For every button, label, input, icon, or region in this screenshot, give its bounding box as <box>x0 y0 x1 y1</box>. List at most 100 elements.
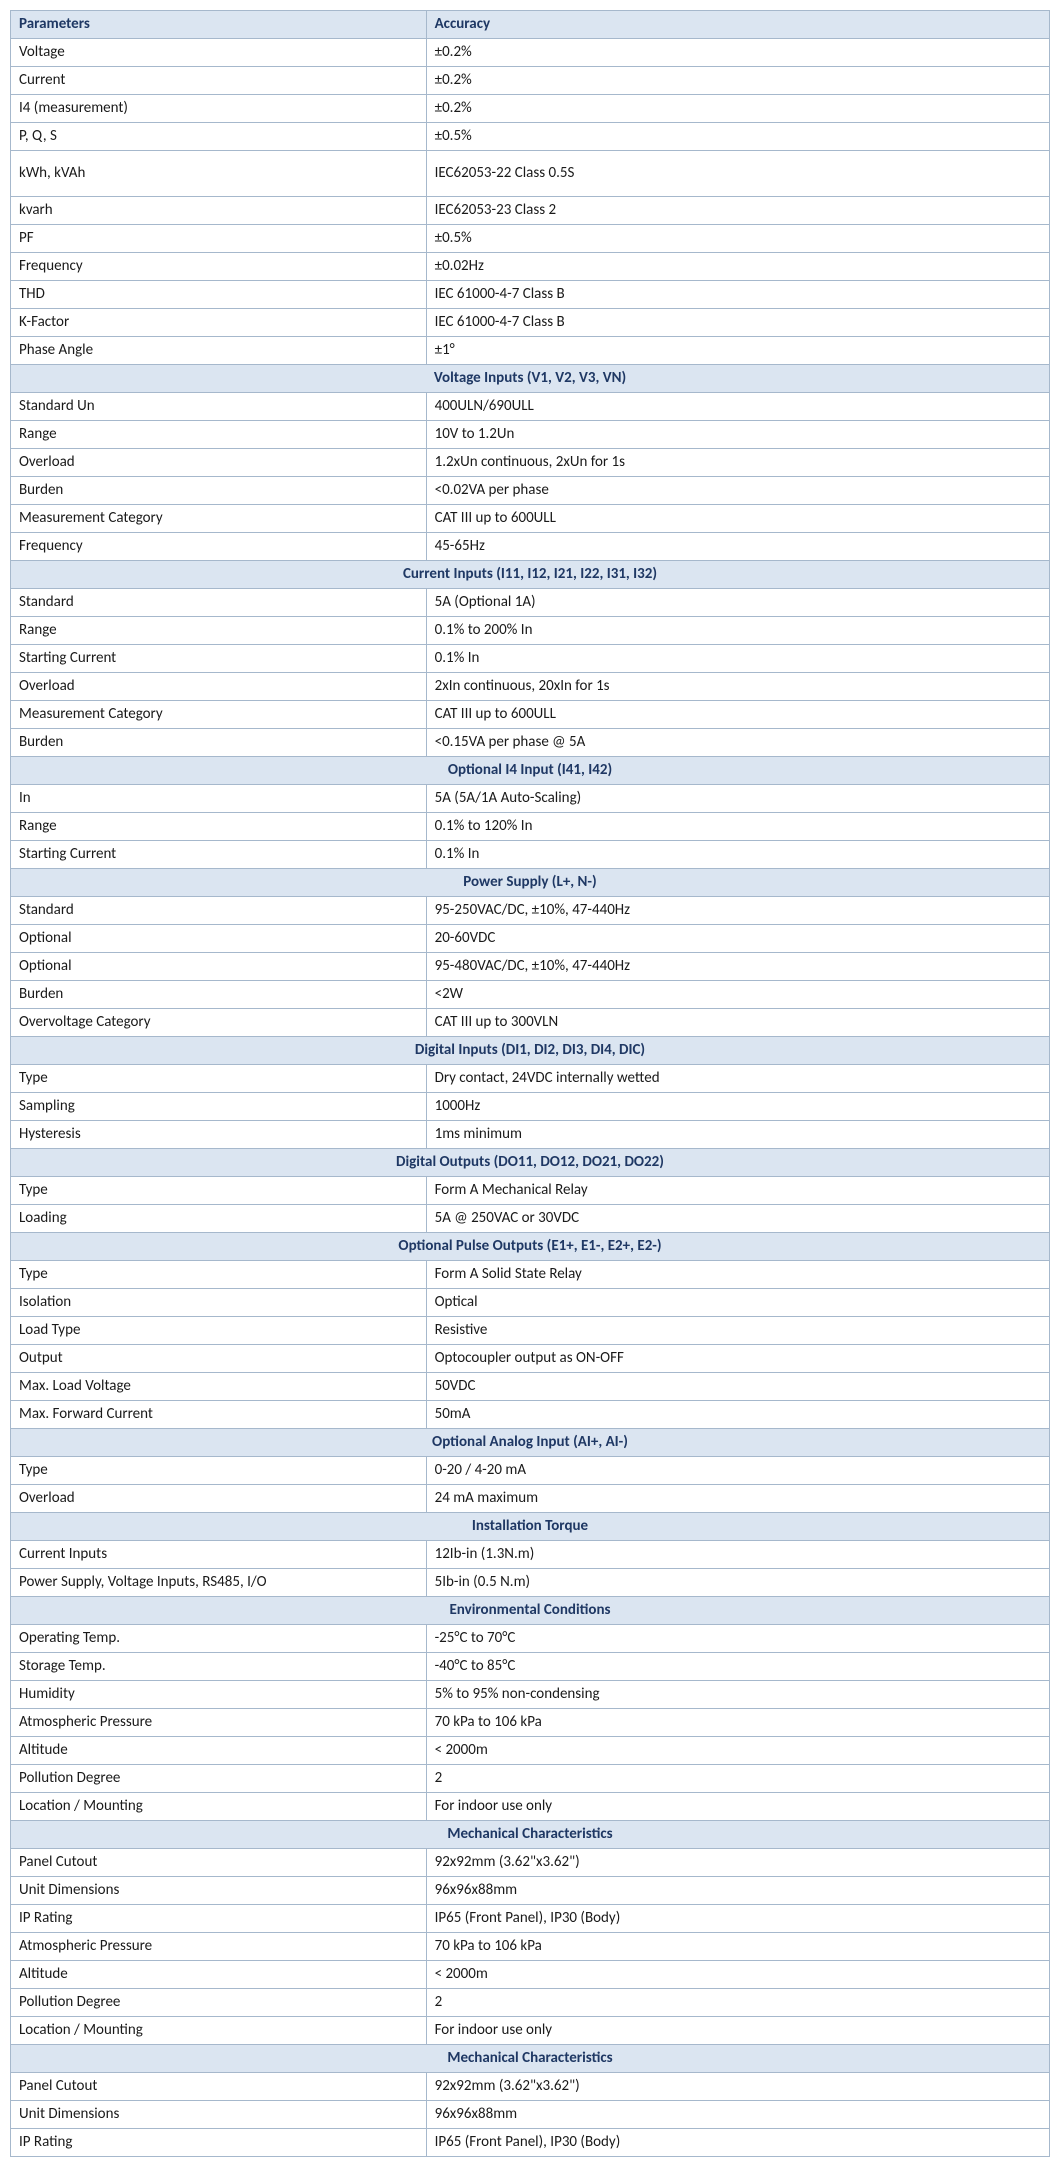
value-cell: CAT III up to 600ULL <box>426 505 1049 533</box>
value-cell: CAT III up to 600ULL <box>426 701 1049 729</box>
table-row: Overload1.2xUn continuous, 2xUn for 1s <box>11 449 1050 477</box>
table-row: TypeDry contact, 24VDC internally wetted <box>11 1065 1050 1093</box>
table-row: PF±0.5% <box>11 225 1050 253</box>
table-row: Panel Cutout92x92mm (3.62"x3.62") <box>11 2073 1050 2101</box>
value-cell: 0.1% to 200% In <box>426 617 1049 645</box>
table-row: Current Inputs12Ib-in (1.3N.m) <box>11 1541 1050 1569</box>
value-cell: 70 kPa to 106 kPa <box>426 1709 1049 1737</box>
table-row: Humidity5% to 95% non-condensing <box>11 1681 1050 1709</box>
param-cell: Pollution Degree <box>11 1765 427 1793</box>
table-row: Current±0.2% <box>11 67 1050 95</box>
table-row: Pollution Degree2 <box>11 1765 1050 1793</box>
table-row: Phase Angle±1° <box>11 337 1050 365</box>
param-cell: THD <box>11 281 427 309</box>
section-title: Voltage Inputs (V1, V2, V3, VN) <box>11 365 1050 393</box>
value-cell: For indoor use only <box>426 1793 1049 1821</box>
table-row: Overload2xIn continuous, 20xIn for 1s <box>11 673 1050 701</box>
value-cell: 0.1% to 120% In <box>426 813 1049 841</box>
value-cell: For indoor use only <box>426 2017 1049 2045</box>
param-cell: Max. Load Voltage <box>11 1373 427 1401</box>
value-cell: 95-480VAC/DC, ±10%, 47-440Hz <box>426 953 1049 981</box>
param-cell: Overload <box>11 449 427 477</box>
param-cell: Panel Cutout <box>11 1849 427 1877</box>
value-cell: Form A Mechanical Relay <box>426 1177 1049 1205</box>
table-row: IsolationOptical <box>11 1289 1050 1317</box>
section-header: Digital Outputs (DO11, DO12, DO21, DO22) <box>11 1149 1050 1177</box>
value-cell: <0.02VA per phase <box>426 477 1049 505</box>
table-row: I4 (measurement)±0.2% <box>11 95 1050 123</box>
param-cell: I4 (measurement) <box>11 95 427 123</box>
table-row: Hysteresis1ms minimum <box>11 1121 1050 1149</box>
param-cell: IP Rating <box>11 1905 427 1933</box>
value-cell: 92x92mm (3.62"x3.62") <box>426 1849 1049 1877</box>
table-row: K-FactorIEC 61000-4-7 Class B <box>11 309 1050 337</box>
value-cell: 2 <box>426 1989 1049 2017</box>
table-row: Measurement CategoryCAT III up to 600ULL <box>11 701 1050 729</box>
param-cell: Standard Un <box>11 393 427 421</box>
value-cell: Form A Solid State Relay <box>426 1261 1049 1289</box>
param-cell: Output <box>11 1345 427 1373</box>
value-cell: 2 <box>426 1765 1049 1793</box>
value-cell: 1.2xUn continuous, 2xUn for 1s <box>426 449 1049 477</box>
param-cell: Hysteresis <box>11 1121 427 1149</box>
param-cell: Altitude <box>11 1961 427 1989</box>
param-cell: Overvoltage Category <box>11 1009 427 1037</box>
param-cell: Range <box>11 617 427 645</box>
value-cell: 1ms minimum <box>426 1121 1049 1149</box>
table-row: Panel Cutout92x92mm (3.62"x3.62") <box>11 1849 1050 1877</box>
table-row: Load TypeResistive <box>11 1317 1050 1345</box>
value-cell: 0-20 / 4-20 mA <box>426 1457 1049 1485</box>
value-cell: IEC62053-22 Class 0.5S <box>426 151 1049 197</box>
param-cell: Phase Angle <box>11 337 427 365</box>
param-cell: Power Supply, Voltage Inputs, RS485, I/O <box>11 1569 427 1597</box>
value-cell: <2W <box>426 981 1049 1009</box>
value-cell: <0.15VA per phase @ 5A <box>426 729 1049 757</box>
param-cell: Humidity <box>11 1681 427 1709</box>
param-cell: kWh, kVAh <box>11 151 427 197</box>
value-cell: 50VDC <box>426 1373 1049 1401</box>
table-row: Voltage±0.2% <box>11 39 1050 67</box>
param-cell: Frequency <box>11 253 427 281</box>
table-row: kWh, kVAhIEC62053-22 Class 0.5S <box>11 151 1050 197</box>
section-title: Mechanical Characteristics <box>11 1821 1050 1849</box>
col-header-parameters: Parameters <box>11 11 427 39</box>
param-cell: In <box>11 785 427 813</box>
table-row: Operating Temp.-25°C to 70°C <box>11 1625 1050 1653</box>
value-cell: ±0.5% <box>426 123 1049 151</box>
table-row: Altitude< 2000m <box>11 1737 1050 1765</box>
value-cell: 1000Hz <box>426 1093 1049 1121</box>
section-header: Voltage Inputs (V1, V2, V3, VN) <box>11 365 1050 393</box>
table-row: Loading5A @ 250VAC or 30VDC <box>11 1205 1050 1233</box>
param-cell: Atmospheric Pressure <box>11 1933 427 1961</box>
param-cell: Measurement Category <box>11 505 427 533</box>
table-row: Storage Temp.-40°C to 85°C <box>11 1653 1050 1681</box>
param-cell: Operating Temp. <box>11 1625 427 1653</box>
param-cell: Type <box>11 1177 427 1205</box>
param-cell: Max. Forward Current <box>11 1401 427 1429</box>
value-cell: IEC62053-23 Class 2 <box>426 197 1049 225</box>
section-title: Optional Pulse Outputs (E1+, E1-, E2+, E… <box>11 1233 1050 1261</box>
table-row: Starting Current0.1% In <box>11 841 1050 869</box>
table-row: Max. Forward Current50mA <box>11 1401 1050 1429</box>
param-cell: Standard <box>11 897 427 925</box>
param-cell: Optional <box>11 953 427 981</box>
value-cell: -25°C to 70°C <box>426 1625 1049 1653</box>
value-cell: 5A @ 250VAC or 30VDC <box>426 1205 1049 1233</box>
param-cell: Pollution Degree <box>11 1989 427 2017</box>
table-row: TypeForm A Mechanical Relay <box>11 1177 1050 1205</box>
section-header: Environmental Conditions <box>11 1597 1050 1625</box>
param-cell: Voltage <box>11 39 427 67</box>
table-row: Range0.1% to 120% In <box>11 813 1050 841</box>
param-cell: Altitude <box>11 1737 427 1765</box>
table-row: Atmospheric Pressure70 kPa to 106 kPa <box>11 1933 1050 1961</box>
value-cell: 400ULN/690ULL <box>426 393 1049 421</box>
table-row: THDIEC 61000-4-7 Class B <box>11 281 1050 309</box>
value-cell: IP65 (Front Panel), IP30 (Body) <box>426 1905 1049 1933</box>
section-header: Optional Pulse Outputs (E1+, E1-, E2+, E… <box>11 1233 1050 1261</box>
table-row: Standard5A (Optional 1A) <box>11 589 1050 617</box>
param-cell: Starting Current <box>11 645 427 673</box>
table-row: IP RatingIP65 (Front Panel), IP30 (Body) <box>11 1905 1050 1933</box>
param-cell: Burden <box>11 729 427 757</box>
param-cell: Current Inputs <box>11 1541 427 1569</box>
table-header-row: Parameters Accuracy <box>11 11 1050 39</box>
